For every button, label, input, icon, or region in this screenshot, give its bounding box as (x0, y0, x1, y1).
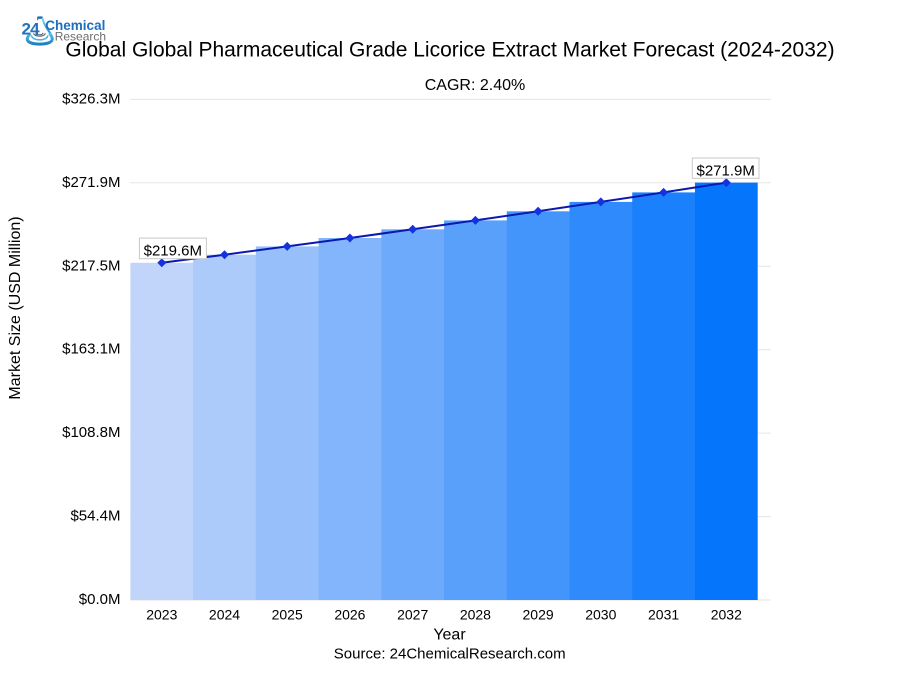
svg-text:2030: 2030 (585, 606, 616, 622)
svg-text:Chemical: Chemical (45, 18, 105, 33)
svg-text:Year: Year (433, 626, 466, 643)
svg-text:2029: 2029 (523, 606, 554, 622)
svg-text:$271.9M: $271.9M (62, 174, 120, 191)
svg-text:$163.1M: $163.1M (62, 341, 120, 358)
svg-text:$219.6M: $219.6M (144, 243, 202, 260)
svg-text:$108.8M: $108.8M (62, 424, 120, 441)
svg-text:Source: 24ChemicalResearch.com: Source: 24ChemicalResearch.com (334, 646, 566, 663)
svg-text:$326.3M: $326.3M (62, 90, 120, 107)
svg-text:Global Global Pharmaceutical G: Global Global Pharmaceutical Grade Licor… (65, 38, 834, 61)
svg-text:2031: 2031 (648, 606, 679, 622)
svg-text:2032: 2032 (711, 606, 742, 622)
svg-text:$217.5M: $217.5M (62, 257, 120, 274)
svg-text:2028: 2028 (460, 606, 491, 622)
svg-text:2026: 2026 (334, 606, 365, 622)
svg-text:Market Size (USD Million): Market Size (USD Million) (7, 216, 24, 399)
svg-text:$0.0M: $0.0M (79, 591, 121, 608)
svg-text:CAGR: 2.40%: CAGR: 2.40% (425, 77, 525, 94)
svg-text:2023: 2023 (146, 606, 177, 622)
svg-text:$54.4M: $54.4M (70, 508, 120, 525)
svg-text:2024: 2024 (209, 606, 240, 622)
svg-text:2025: 2025 (272, 606, 303, 622)
svg-text:Research: Research (55, 29, 106, 43)
svg-text:2027: 2027 (397, 606, 428, 622)
svg-text:$271.9M: $271.9M (697, 163, 755, 180)
